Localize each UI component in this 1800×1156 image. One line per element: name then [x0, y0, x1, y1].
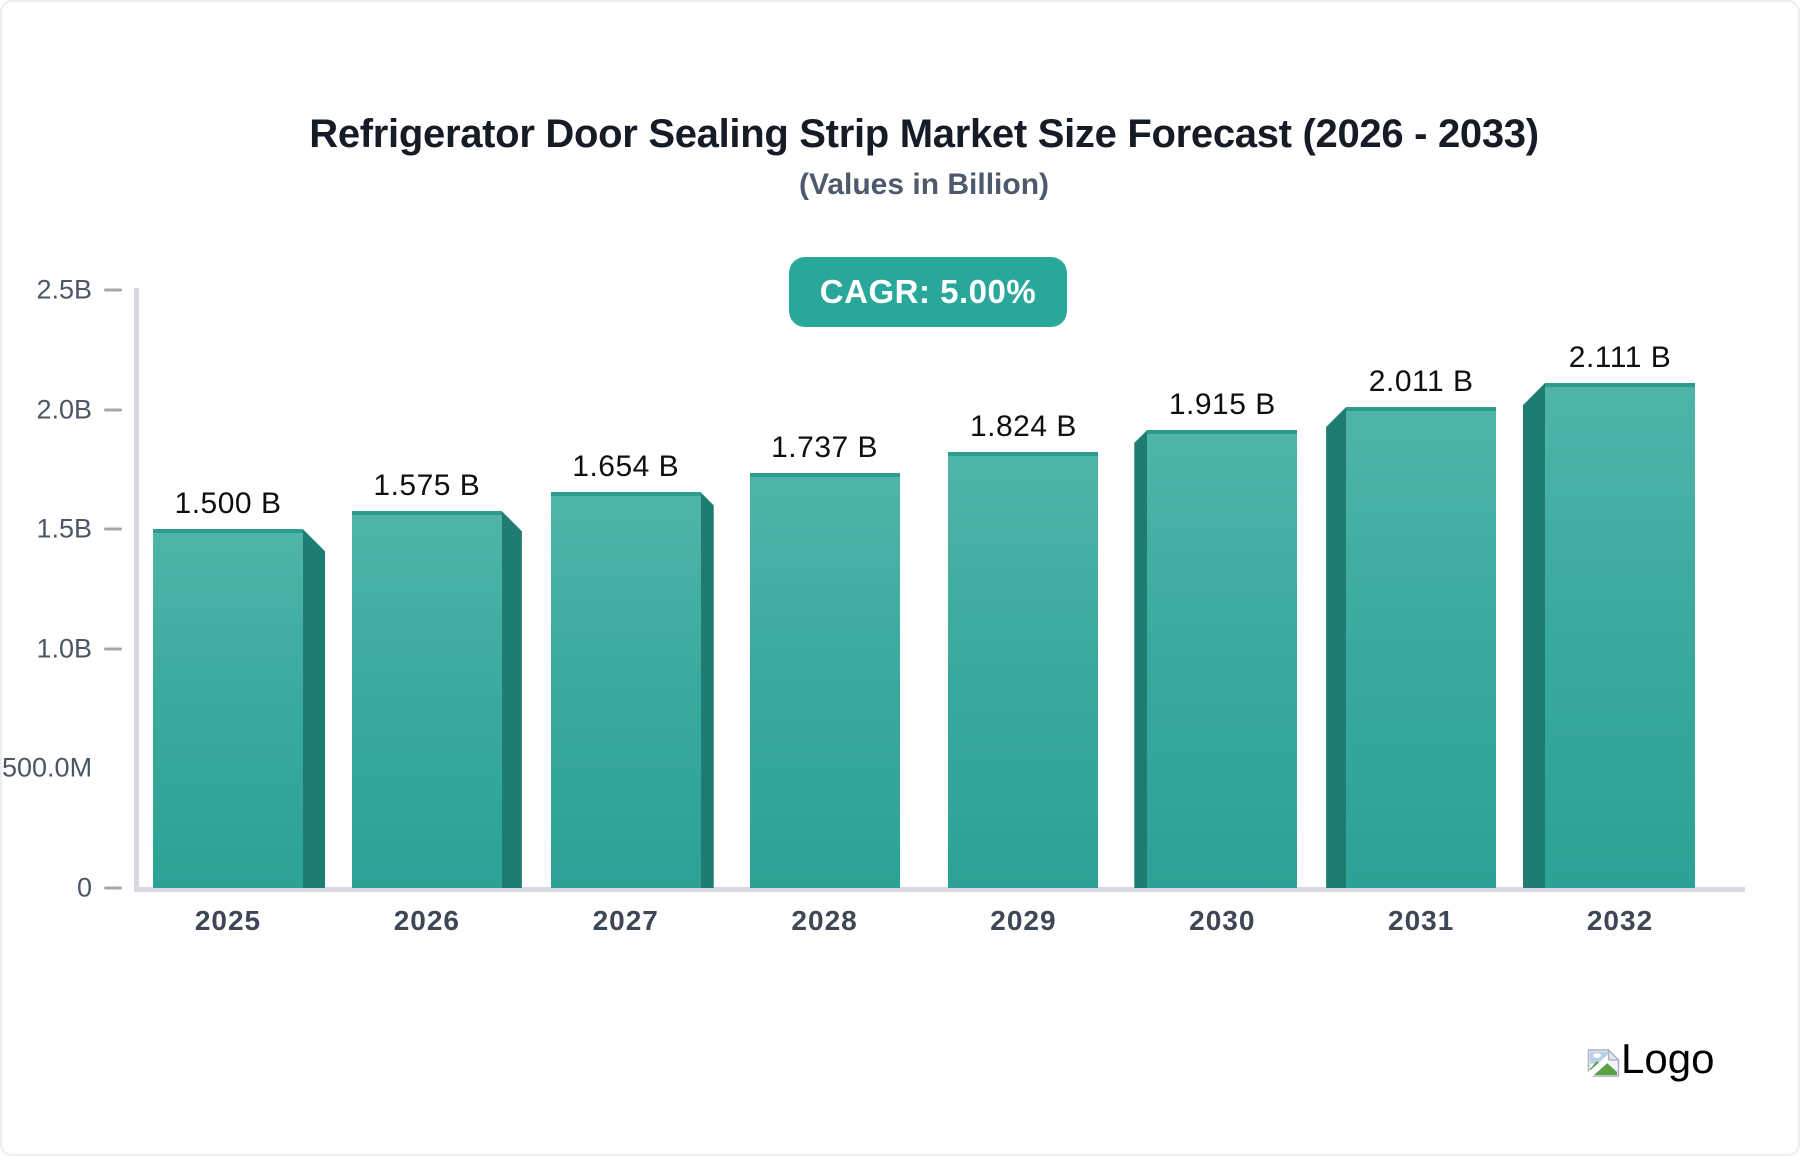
chart-subtitle: (Values in Billion) [798, 168, 1050, 201]
bar-2028 [749, 472, 900, 888]
y-axis-tick-label: 500.0M [2, 752, 93, 783]
x-axis-label-2032: 2032 [1586, 905, 1654, 936]
bar-2030 [1147, 429, 1298, 888]
y-axis-tick-label: 1.5B [36, 513, 92, 544]
broken-logo: Logo [1587, 1038, 1714, 1080]
bar-2027 [550, 492, 701, 888]
bar-value-label-2025: 1.500 B [174, 487, 282, 521]
x-axis-label-2028: 2028 [791, 905, 858, 936]
x-axis-label-2030: 2030 [1189, 905, 1256, 936]
bar-side-face-2027 [700, 492, 714, 888]
x-axis-label-2031: 2031 [1388, 905, 1455, 936]
y-axis-tick-label: 2.5B [36, 274, 92, 305]
y-axis-tick-mark [104, 647, 122, 651]
bar-value-label-2027: 1.654 B [572, 450, 680, 484]
x-axis-label-2029: 2029 [990, 905, 1057, 936]
y-axis-tick-label: 0 [76, 872, 92, 903]
bar-value-label-2028: 1.737 B [771, 430, 879, 464]
logo-alt-text: Logo [1621, 1035, 1715, 1082]
bar-value-label-2031: 2.011 B [1368, 364, 1474, 398]
cagr-badge: CAGR: 5.00% [789, 257, 1067, 327]
bar-side-face-2032 [1523, 383, 1546, 888]
bar-side-face-2030 [1134, 429, 1148, 888]
bar-2029 [948, 451, 1099, 888]
x-axis-label-2025: 2025 [194, 905, 262, 936]
y-axis-tick-mark [104, 527, 122, 531]
y-axis-line [134, 288, 139, 890]
bar-2031 [1346, 406, 1497, 888]
x-axis-label-2026: 2026 [393, 905, 460, 936]
bar-value-label-2029: 1.824 B [969, 409, 1077, 443]
bar-side-face-2031 [1326, 406, 1347, 888]
bar-side-face-2025 [303, 529, 325, 888]
bar-value-label-2032: 2.111 B [1568, 341, 1672, 375]
y-axis-tick-mark [104, 408, 122, 412]
broken-image-icon [1587, 1048, 1620, 1078]
bar-2025 [153, 529, 303, 888]
y-axis-tick-mark [104, 288, 122, 292]
bar-value-label-2030: 1.915 B [1168, 387, 1276, 421]
bar-value-label-2026: 1.575 B [373, 469, 481, 503]
x-axis-line [134, 887, 1745, 892]
bar-side-face-2026 [501, 511, 522, 888]
y-axis-tick-label: 2.0B [36, 394, 92, 425]
y-axis-tick-label: 1.0B [36, 633, 92, 664]
cagr-badge-label: CAGR: 5.00% [819, 273, 1037, 310]
bar-2032 [1545, 383, 1696, 888]
y-axis-tick-mark [104, 886, 122, 890]
bar-2026 [351, 511, 502, 888]
x-axis-label-2027: 2027 [592, 905, 659, 936]
chart-title: Refrigerator Door Sealing Strip Market S… [309, 112, 1539, 156]
